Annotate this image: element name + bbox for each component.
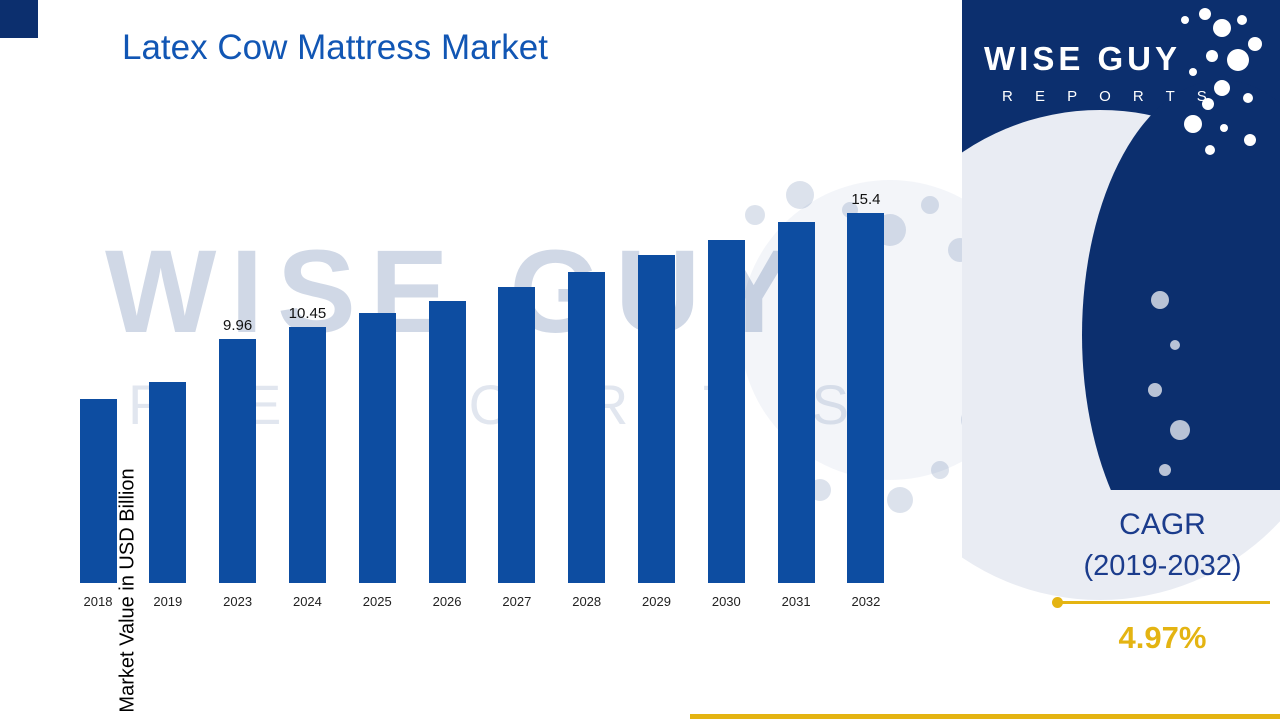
bar-group-2023: 9.96 2023	[216, 191, 260, 613]
bar-2025	[358, 313, 396, 583]
brand-logo-name: WISE GUY	[984, 40, 1182, 77]
bar-2024	[288, 327, 326, 583]
x-tick-label: 2018	[83, 594, 113, 609]
bar-group-2029: 2029	[635, 191, 679, 613]
cagr-underline-dot	[1052, 597, 1063, 608]
bar-value-label: 9.96	[223, 317, 253, 334]
bar-group-2025: 2025	[355, 191, 399, 613]
cagr-block: CAGR (2019-2032) 4.97%	[1052, 508, 1270, 656]
x-tick-label: 2032	[851, 594, 881, 610]
bar-value-label: 10.45	[288, 305, 327, 322]
cagr-range: (2019-2032)	[1083, 550, 1242, 582]
x-tick-label: 2029	[642, 594, 671, 609]
bar-2023	[219, 339, 257, 583]
cagr-label: CAGR	[1119, 508, 1206, 541]
x-tick-label: 2024	[292, 594, 322, 609]
bar-2026	[428, 301, 466, 583]
bar-2018	[79, 399, 117, 583]
bar-2030	[707, 240, 745, 583]
bar-2027	[498, 287, 536, 583]
x-tick-label: 2025	[362, 594, 392, 609]
x-tick-label: 2028	[572, 594, 602, 609]
bar-group-2019: 2019	[146, 191, 190, 613]
x-tick-label: 2026	[432, 594, 462, 609]
bar-group-2032: 15.4 2032	[844, 191, 888, 613]
bar-group-2030: 2030	[704, 191, 748, 613]
bar-group-2028: 2028	[565, 191, 609, 613]
bar-group-2026: 2026	[425, 191, 469, 613]
bar-2031	[777, 222, 815, 583]
bar-plot: Market Value in USD Billion 2018 2019 9.96…	[76, 191, 888, 713]
bar-group-2027: 2027	[495, 191, 539, 613]
x-tick-label: 2030	[711, 594, 741, 609]
x-tick-label: 2027	[502, 594, 532, 609]
bar-2028	[568, 272, 606, 583]
x-tick-label: 2019	[153, 594, 183, 609]
bar-2019	[149, 382, 187, 583]
bar-group-2024: 10.45 2024	[285, 191, 329, 613]
cagr-underline	[1052, 597, 1270, 608]
bar-value-label: 15.4	[851, 191, 881, 208]
x-tick-label: 2031	[781, 594, 811, 609]
x-tick-label: 2023	[223, 594, 253, 609]
bar-2029	[638, 255, 675, 583]
y-axis-label: Market Value in USD Billion	[116, 468, 139, 713]
logo-face-dots-decoration	[1181, 8, 1262, 155]
bar-group-2018: 2018	[76, 191, 120, 613]
cagr-value: 4.97%	[1118, 620, 1207, 655]
page-title: Latex Cow Mattress Market	[122, 28, 548, 67]
brand-panel-head-graphic	[962, 0, 1280, 600]
face-edge-dots-decoration	[1148, 291, 1190, 476]
corner-accent-square	[0, 0, 38, 38]
bottom-accent-line	[690, 714, 1280, 719]
bar-2032	[847, 213, 885, 584]
bar-group-2031: 2031	[774, 191, 818, 613]
brand-logo-tagline: R E P O R T S	[1002, 88, 1216, 105]
